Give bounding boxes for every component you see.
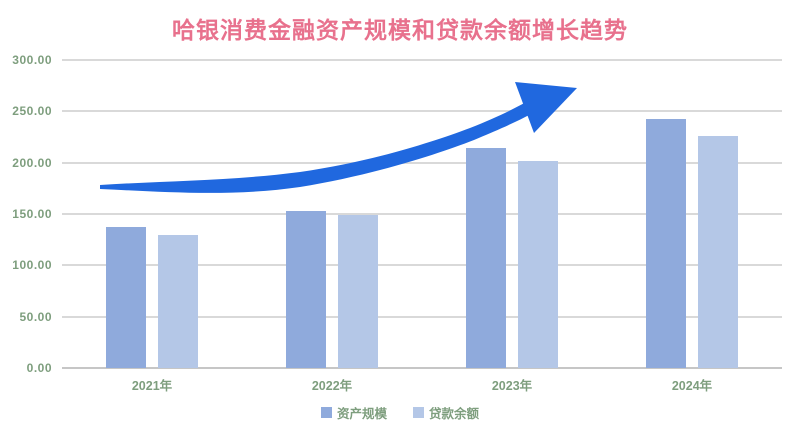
- gridline: [62, 110, 782, 113]
- x-axis-category-label: 2023年: [491, 379, 533, 393]
- y-axis-tick-label: 300.00: [12, 53, 52, 67]
- bar-贷款余额-2024年: [698, 135, 738, 368]
- legend-item-资产规模: 资产规模: [320, 403, 387, 422]
- x-axis-line: [62, 367, 782, 369]
- bar-贷款余额-2023年: [518, 160, 558, 368]
- bar-资产规模-2021年: [106, 227, 146, 368]
- x-axis-category-label: 2022年: [311, 379, 353, 393]
- y-axis-tick-label: 150.00: [12, 207, 52, 221]
- gridline: [62, 264, 782, 267]
- y-axis-tick-label: 200.00: [12, 155, 52, 170]
- legend-swatch-icon: [320, 407, 332, 418]
- plot-area: 300.00 250.00 200.00 150.00 100.00 50.00 0.00 2…: [12, 53, 782, 393]
- x-axis-category-label: 2021年: [131, 379, 173, 393]
- legend-swatch-icon: [413, 407, 424, 418]
- legend-label: 贷款余额: [429, 407, 480, 421]
- gridline: [62, 59, 782, 61]
- bar-资产规模-2023年: [466, 148, 506, 368]
- bar-贷款余额-2022年: [338, 214, 378, 368]
- bar-资产规模-2024年: [646, 118, 686, 368]
- y-axis-tick-label: 0.00: [26, 361, 52, 375]
- y-axis-tick-label: 50.00: [19, 309, 52, 324]
- legend-item-贷款余额: 贷款余额: [413, 403, 479, 422]
- y-axis-tick-label: 100.00: [12, 258, 52, 273]
- legend: 资产规模 贷款余额: [0, 403, 800, 422]
- bar-贷款余额-2021年: [158, 234, 198, 368]
- gridline: [62, 213, 782, 215]
- gridline: [62, 315, 782, 318]
- chart-title: 哈银消费金融资产规模和贷款余额增长趋势: [172, 17, 628, 43]
- x-axis-category-label: 2024年: [671, 379, 713, 393]
- y-axis-tick-label: 250.00: [12, 104, 52, 119]
- bar-资产规模-2022年: [286, 211, 326, 368]
- legend-label: 资产规模: [336, 407, 387, 421]
